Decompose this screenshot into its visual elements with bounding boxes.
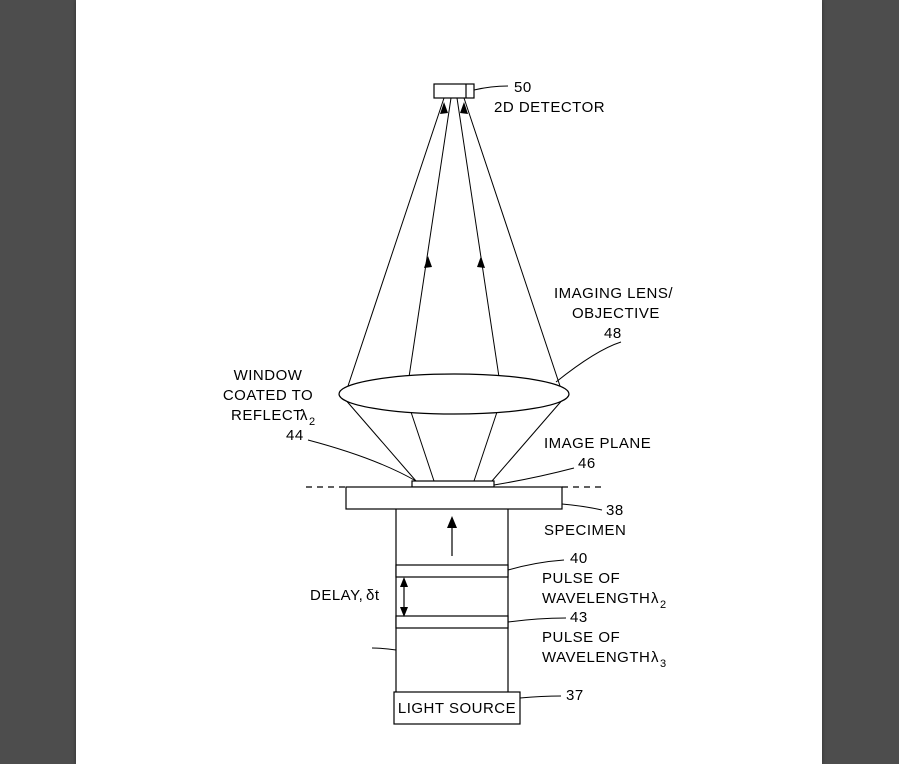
imaging-lens bbox=[339, 374, 569, 414]
leader-image-plane bbox=[494, 468, 574, 485]
ref-50: 50 bbox=[514, 79, 532, 96]
label-window-3: REFLECT bbox=[231, 407, 303, 424]
ray-arrowheads bbox=[440, 102, 468, 120]
label-2d-detector: 2D DETECTOR bbox=[494, 99, 605, 116]
label-window-lambda-sub: 2 bbox=[309, 416, 316, 428]
label-pulse1-2-group: WAVELENGTH λ 2 bbox=[542, 590, 667, 611]
label-delay-delta: δt bbox=[366, 587, 380, 604]
label-pulse2-1: PULSE OF bbox=[542, 629, 620, 646]
leader-window bbox=[308, 440, 416, 481]
beam-arrow-head bbox=[447, 516, 457, 528]
label-delay: DELAY, bbox=[310, 587, 363, 604]
ref-48: 48 bbox=[604, 325, 622, 342]
label-pulse1-2: WAVELENGTH bbox=[542, 590, 650, 607]
ref-44: 44 bbox=[286, 427, 304, 444]
label-window-lambda: λ bbox=[300, 407, 308, 424]
specimen-slab bbox=[346, 487, 562, 509]
label-pulse2-2: WAVELENGTH bbox=[542, 649, 650, 666]
window-slab bbox=[412, 481, 494, 487]
label-pulse1-1: PULSE OF bbox=[542, 570, 620, 587]
label-pulse2-2-group: WAVELENGTH λ 3 bbox=[542, 649, 667, 670]
detector-box bbox=[434, 84, 474, 98]
label-pulse1-lambda: λ bbox=[651, 590, 659, 607]
label-window-3-group: REFLECT λ 2 bbox=[231, 407, 316, 428]
pulse-2 bbox=[396, 616, 508, 628]
leader-lens bbox=[556, 342, 621, 382]
leader-detector bbox=[474, 86, 508, 90]
ref-40: 40 bbox=[570, 550, 588, 567]
mid-arrowheads bbox=[424, 256, 485, 268]
leader-specimen bbox=[562, 504, 602, 510]
label-imaging-lens-2: OBJECTIVE bbox=[572, 305, 660, 322]
diagram-svg: 50 2D DETECTOR IMAGING LENS/ OBJECTIVE 4… bbox=[76, 0, 822, 764]
label-window-1: WINDOW bbox=[234, 367, 303, 384]
ref-43: 43 bbox=[570, 609, 588, 626]
label-pulse1-lambda-sub: 2 bbox=[660, 599, 667, 611]
label-image-plane: IMAGE PLANE bbox=[544, 435, 651, 452]
ref-38: 38 bbox=[606, 502, 624, 519]
leader-pulse1 bbox=[508, 560, 564, 570]
ref-37: 37 bbox=[566, 687, 584, 704]
ray-group bbox=[344, 98, 564, 481]
label-imaging-lens-1: IMAGING LENS/ bbox=[554, 285, 673, 302]
leader-36 bbox=[372, 648, 396, 650]
label-pulse2-lambda-sub: 3 bbox=[660, 658, 667, 670]
label-light-source: LIGHT SOURCE bbox=[398, 700, 516, 717]
leader-pulse2 bbox=[508, 618, 566, 622]
leader-37 bbox=[520, 696, 561, 698]
pulse-1 bbox=[396, 565, 508, 577]
label-pulse2-lambda: λ bbox=[651, 649, 659, 666]
page-canvas: 50 2D DETECTOR IMAGING LENS/ OBJECTIVE 4… bbox=[76, 0, 822, 764]
label-window-2: COATED TO bbox=[223, 387, 313, 404]
label-specimen: SPECIMEN bbox=[544, 522, 626, 539]
delay-arrow-up bbox=[400, 577, 408, 587]
ref-46: 46 bbox=[578, 455, 596, 472]
